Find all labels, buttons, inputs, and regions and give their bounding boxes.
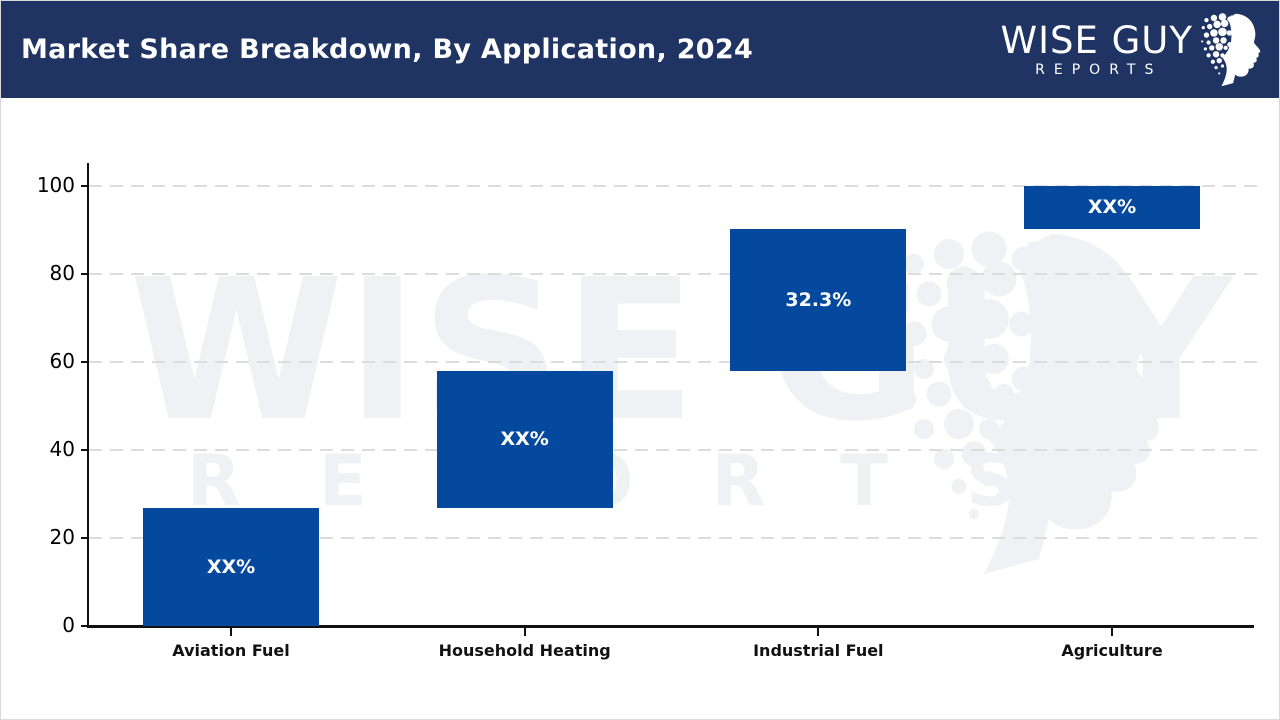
y-tick-label: 80 [49,261,75,285]
x-tick-label: Agriculture [1061,641,1163,660]
x-tick-mark [1111,628,1113,636]
bar-segment: 32.3% [730,228,907,371]
x-tick-mark [817,628,820,636]
chart-area: WISE GUY REPORTS 0 20 40 60 80 100 XX% XX% 32.3… [1,98,1279,719]
logo-subtext: REPORTS [1035,62,1163,78]
bar-value-label: 32.3% [785,288,852,311]
x-tick-label: Household Heating [438,641,611,660]
y-tick-mark [81,449,89,451]
gridline [89,449,1257,451]
gridline [89,185,1257,187]
y-tick-label: 40 [49,437,75,461]
x-tick-label: Aviation Fuel [172,641,290,660]
gridline [89,273,1257,275]
header: Market Share Breakdown, By Application, … [1,1,1279,98]
bar-value-label: XX% [500,428,549,451]
y-tick-label: 0 [62,613,75,637]
x-tick-label: Industrial Fuel [753,641,884,660]
gridline [89,361,1257,363]
x-tick-mark [523,628,526,636]
y-axis-spine [87,163,89,626]
bar-value-label: XX% [206,556,256,579]
head-dots-icon [1199,11,1263,89]
bar-segment: XX% [1024,186,1200,229]
logo-text: WISE GUY REPORTS [1001,22,1193,77]
y-tick-label: 60 [49,349,75,373]
watermark-head-dots-icon [879,228,1179,580]
x-tick-mark [230,628,232,636]
gridline [89,537,1257,539]
page-title: Market Share Breakdown, By Application, … [21,34,754,65]
bar-segment: XX% [143,508,319,626]
bar-value-label: XX% [1087,196,1137,219]
y-tick-label: 100 [36,173,75,197]
x-axis-spine [87,625,1254,628]
y-tick-mark [81,537,89,539]
y-tick-mark [81,273,89,275]
y-tick-label: 20 [49,525,75,549]
y-tick-mark [81,361,89,363]
wise-guy-logo: WISE GUY REPORTS [1001,11,1263,89]
bar-segment: XX% [436,370,613,509]
y-tick-mark [81,185,89,187]
logo-wordmark: WISE GUY [1000,19,1193,62]
y-tick-mark [81,625,89,627]
